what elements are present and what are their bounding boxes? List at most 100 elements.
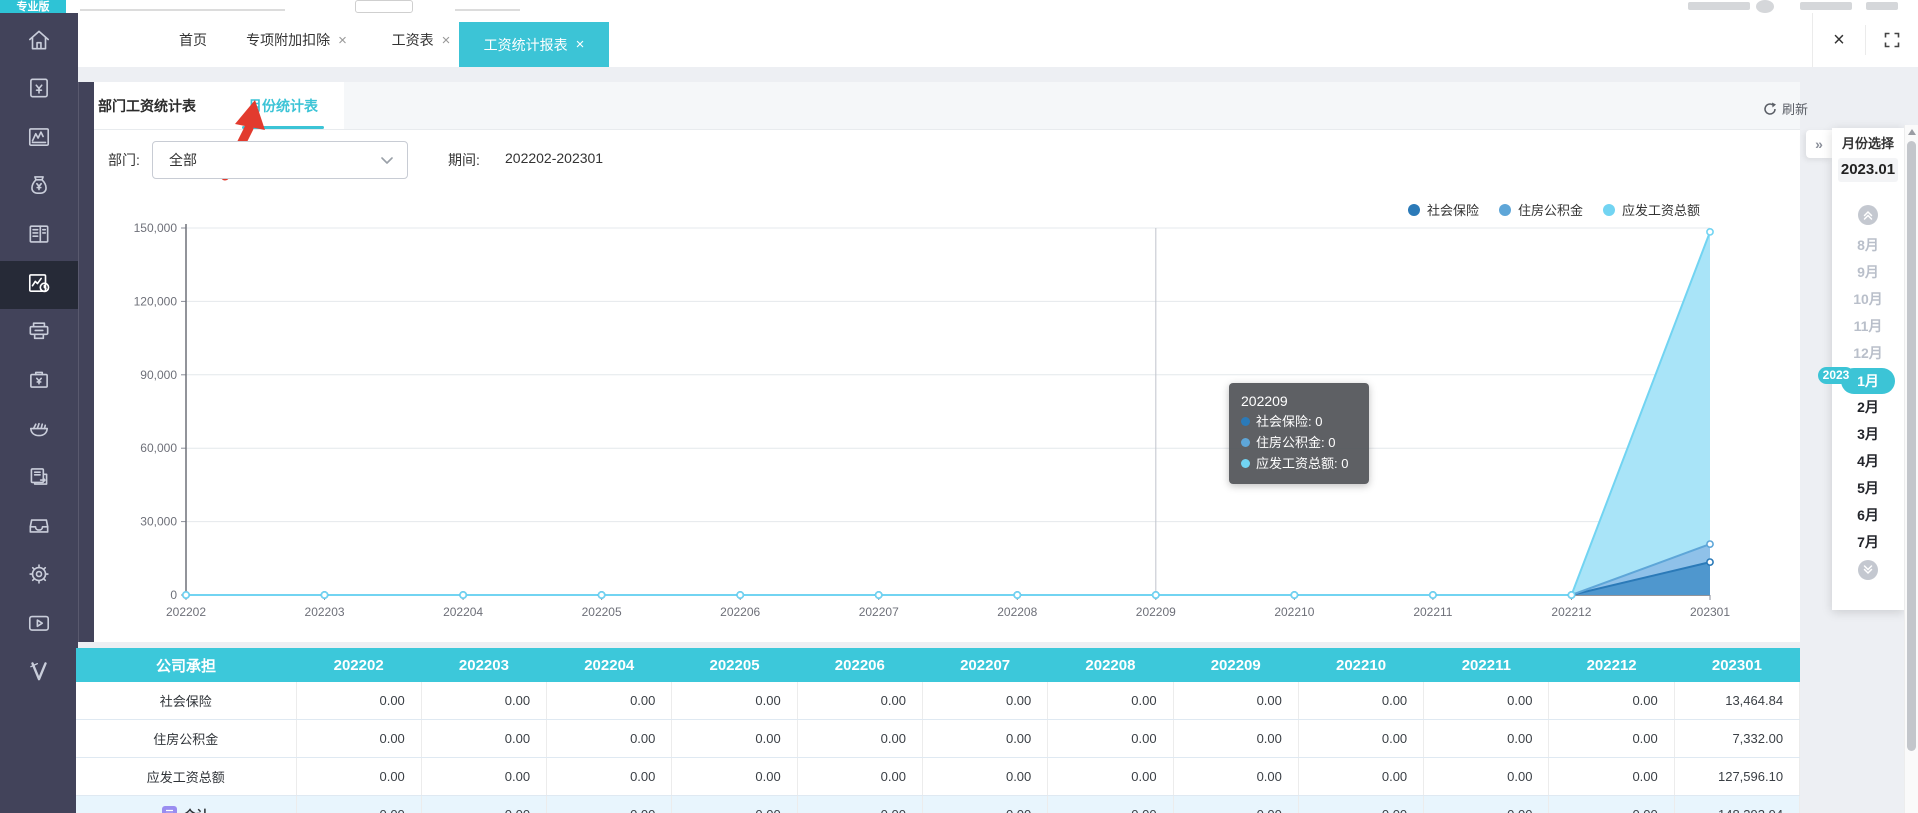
nav-statistics[interactable] [0,261,78,309]
month-item-7月[interactable]: 7月 [1857,534,1879,550]
close-icon[interactable]: × [1813,25,1866,55]
subtab-department-report[interactable]: 部门工资统计表 [98,98,196,114]
archive-icon [26,513,52,544]
data-point-marker[interactable] [1290,591,1299,599]
y-tick-label: 0 [170,588,177,602]
x-tick-label: 202301 [1690,605,1730,619]
table-header-cell[interactable]: 202207 [922,648,1048,682]
nav-cashier[interactable] [0,310,78,358]
department-select[interactable]: 全部 [152,141,408,179]
table-header-cell[interactable]: 202212 [1548,648,1675,682]
data-point-marker[interactable] [1706,558,1714,566]
data-point-marker[interactable] [1706,227,1714,236]
scrollbar-up-icon[interactable] [1908,129,1916,135]
month-item-2月[interactable]: 2月 [1857,399,1879,415]
refresh-button[interactable]: 刷新 [1763,99,1808,118]
data-point-marker[interactable] [459,591,467,599]
nav-tutorial[interactable] [0,601,78,649]
value-cell: 7,332.00 [1674,719,1801,758]
data-point-marker[interactable] [736,591,745,599]
month-item-11月[interactable]: 11月 [1853,318,1883,334]
vertical-scrollbar[interactable] [1904,125,1918,813]
nav-assets[interactable] [0,358,78,406]
month-item-12月[interactable]: 12月 [1853,345,1883,361]
topbar-button[interactable] [355,0,413,13]
tab-home[interactable]: 首页 [156,13,230,67]
data-point-marker[interactable] [597,591,606,599]
tab-special-deduction[interactable]: 专项附加扣除 × [230,13,363,67]
data-point-marker[interactable] [182,591,190,599]
department-label: 部门: [108,152,140,168]
value-cell: 0.00 [546,795,673,813]
nav-company[interactable] [0,212,78,260]
table-header-cell[interactable]: 202205 [671,648,798,682]
value-cell: 0.00 [546,719,673,758]
data-point-marker[interactable] [1151,591,1160,599]
month-item-9月[interactable]: 9月 [1857,264,1879,280]
collapsed-left-panel[interactable] [78,82,95,642]
month-item-4月[interactable]: 4月 [1857,453,1879,469]
value-cell: 0.00 [296,757,422,796]
nav-reports[interactable] [0,115,78,163]
nav-settings[interactable] [0,553,78,601]
nav-invoices[interactable] [0,67,78,115]
data-point-marker[interactable] [1706,540,1714,548]
avatar[interactable] [1756,0,1774,13]
legend-item[interactable]: 社会保险 [1408,200,1479,219]
table-header-cell[interactable]: 202202 [296,648,422,682]
v-logo-icon [26,658,52,689]
scroll-up-icon[interactable] [1858,205,1878,225]
month-item-8月[interactable]: 8月 [1857,237,1879,253]
data-point-marker[interactable] [320,591,329,599]
collapse-panel-chevron-icon[interactable]: » [1806,130,1832,158]
data-point-marker[interactable] [1429,591,1437,599]
close-icon[interactable]: × [441,31,451,49]
nav-logo[interactable] [0,650,78,698]
year-badge: 2023 [1818,367,1854,384]
statistics-icon [26,270,52,301]
month-item-3月[interactable]: 3月 [1857,426,1879,442]
table-header-cell[interactable]: 202301 [1674,648,1800,682]
nav-home[interactable] [0,18,78,66]
value-cell: 0.00 [1298,757,1425,796]
table-header-cell[interactable]: 202206 [797,648,923,682]
tab-label: 工资表 [391,32,434,48]
series-dot-icon [1241,438,1250,447]
month-item-10月[interactable]: 10月 [1853,291,1883,307]
table-header-cell[interactable]: 202208 [1047,648,1174,682]
company-burden-table: 公司承担 202202 202203 202204 202205 202206 202207… [76,648,1801,813]
data-point-marker[interactable] [1013,591,1022,599]
subtab-month-report[interactable]: 月份统计表 [248,98,318,114]
month-item-6月[interactable]: 6月 [1857,507,1879,523]
nav-archive[interactable] [0,504,78,552]
trend-chart-icon [26,124,52,155]
close-icon[interactable]: × [575,36,585,53]
month-item-5月[interactable]: 5月 [1857,480,1879,496]
data-point-marker[interactable] [1567,591,1576,599]
table-header-cell[interactable]: 202204 [546,648,672,682]
scrollbar-thumb[interactable] [1907,141,1916,751]
current-period: 2023.01 [1838,158,1898,182]
table-header-cell[interactable]: 202211 [1423,648,1549,682]
tab-salary-report[interactable]: 工资统计报表 × [459,22,609,67]
close-icon[interactable]: × [338,31,347,49]
scroll-down-icon[interactable] [1858,560,1878,580]
nav-funds[interactable] [0,164,78,212]
value-cell: 0.00 [1548,795,1675,813]
table-header-cell[interactable]: 202210 [1298,648,1424,682]
data-point-marker[interactable] [874,591,883,599]
nav-transfer[interactable] [0,455,78,503]
department-value: 全部 [169,152,197,168]
legend-item[interactable]: 应发工资总额 [1603,200,1700,219]
table-header-cell[interactable]: 202203 [421,648,547,682]
nav-salary[interactable] [0,407,78,455]
table-header-cell[interactable]: 202209 [1173,648,1299,682]
legend-item[interactable]: 住房公积金 [1499,200,1583,219]
subtab-row [94,82,1800,130]
sidebar-nav [0,13,78,813]
table-header-cell[interactable]: 公司承担 [76,648,296,682]
fullscreen-icon[interactable] [1866,32,1918,48]
tab-label: 工资统计报表 [483,36,568,53]
tab-salary-sheet[interactable]: 工资表 × [383,13,459,67]
